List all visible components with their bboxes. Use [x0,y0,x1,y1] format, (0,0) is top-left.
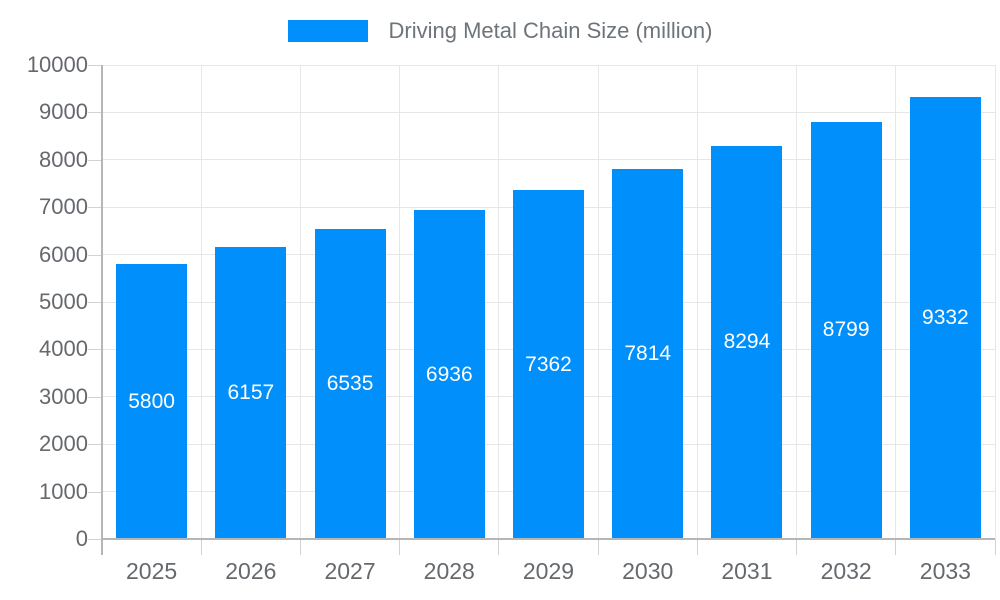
bar-value-label: 7362 [525,352,572,376]
bar-2030[interactable] [612,168,684,539]
y-tick-mark [88,302,101,303]
y-tick-mark [88,254,101,256]
y-axis-tick-label: 6000 [39,241,88,267]
v-gridline [994,65,996,539]
bar-2028[interactable] [413,210,485,539]
x-tick-mark [994,539,996,555]
bar-value-label: 5800 [128,389,175,413]
y-tick-mark [88,349,101,351]
x-tick-mark [696,539,698,555]
h-gridline [102,64,995,66]
y-axis-tick-label: 9000 [39,99,88,125]
y-axis-tick-label: 10000 [26,52,88,77]
legend[interactable]: Driving Metal Chain Size (million) [0,17,1000,45]
v-gridline [200,65,202,539]
v-gridline [696,65,698,539]
x-axis-category-label: 2029 [522,558,575,584]
y-tick-mark [88,207,101,209]
y-axis-tick-label: 3000 [39,383,88,409]
x-tick-mark [895,539,897,555]
bar-value-label: 9332 [922,305,969,329]
y-tick-mark [88,396,101,398]
bar-value-label: 6157 [227,381,275,405]
x-tick-mark [796,539,798,555]
h-gridline [102,159,995,161]
x-axis-category-label: 2033 [919,558,971,584]
bar-value-label: 7814 [624,341,672,365]
x-axis-category-label: 2031 [721,558,773,584]
x-axis-category-label: 2027 [324,558,376,584]
legend-label[interactable]: Driving Metal Chain Size (million) [388,18,713,43]
x-axis-category-label: 2028 [423,558,475,584]
y-axis-tick-label: 4000 [39,336,88,362]
y-tick-mark [88,444,101,446]
y-axis-line [100,65,103,555]
y-tick-mark [88,159,101,161]
v-gridline [399,65,401,539]
y-tick-mark [88,491,101,493]
bar-2031[interactable] [711,145,783,539]
y-axis-tick-label: 5000 [39,289,88,314]
y-axis-tick-label: 8000 [39,146,88,172]
x-axis-category-label: 2025 [126,558,178,584]
x-tick-mark [399,539,401,555]
bar-value-label: 8799 [822,318,870,342]
x-tick-mark [498,539,500,555]
x-axis-category-label: 2032 [820,558,872,584]
h-gridline [102,111,995,113]
y-axis-tick-label: 0 [75,526,88,551]
x-tick-mark [200,539,202,555]
bar-value-label: 6535 [326,372,374,396]
x-tick-mark [299,539,301,555]
bar-2032[interactable] [810,121,882,539]
x-axis-category-label: 2030 [622,558,674,584]
bar-2026[interactable] [215,247,287,539]
legend-swatch[interactable] [287,20,368,42]
y-tick-mark [88,539,101,540]
x-axis-category-label: 2026 [225,558,277,584]
y-tick-mark [88,112,101,114]
bar-value-label: 8294 [723,330,771,354]
y-tick-mark [88,65,101,66]
bar-value-label: 6936 [425,362,473,386]
v-gridline [299,65,301,539]
y-axis-tick-label: 1000 [39,478,88,504]
v-gridline [498,65,500,539]
v-gridline [895,65,897,539]
bar-2033[interactable] [909,96,981,539]
bar-2029[interactable] [513,190,584,539]
bar-2025[interactable] [116,264,188,539]
v-gridline [796,65,798,539]
x-axis-line [102,538,995,540]
v-gridline [597,65,599,539]
y-axis-tick-label: 2000 [39,431,88,457]
x-tick-mark [597,539,599,555]
y-axis-tick-label: 7000 [39,194,88,220]
bar-2027[interactable] [314,229,386,539]
